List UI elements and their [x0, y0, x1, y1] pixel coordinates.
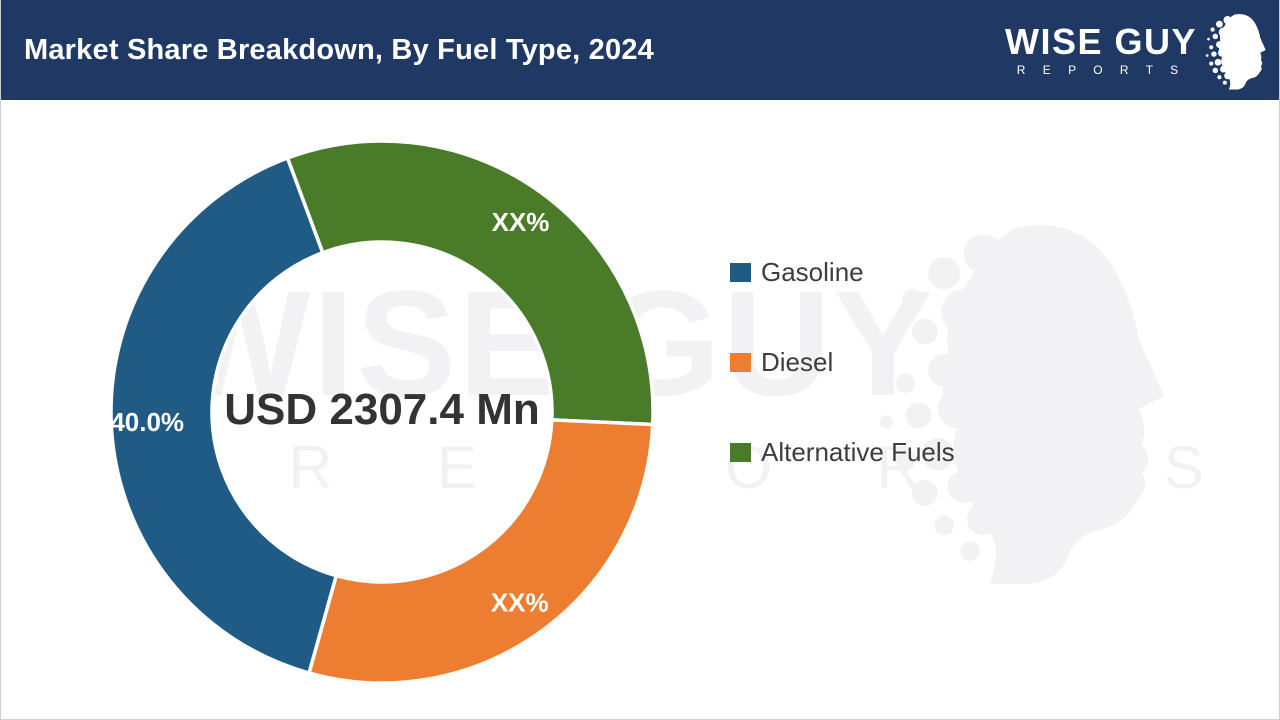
- legend-label: Alternative Fuels: [761, 437, 955, 467]
- segment-label-alternative-fuels: XX%: [492, 207, 550, 237]
- legend-item-alternative-fuels: Alternative Fuels: [730, 438, 955, 466]
- chart-center-value: USD 2307.4 Mn: [224, 385, 540, 434]
- segment-diesel: [307, 418, 655, 685]
- legend-label: Gasoline: [761, 257, 864, 287]
- donut-chart: 40.0% XX% XX%: [109, 139, 655, 685]
- legend-swatch: [730, 442, 751, 462]
- legend-swatch: [730, 352, 751, 372]
- legend-item-diesel: Diesel: [730, 348, 955, 376]
- segment-alternative-fuels: [285, 139, 655, 427]
- logo-subtitle: R E P O R T S: [1016, 62, 1186, 77]
- chart-legend: Gasoline Diesel Alternative Fuels: [730, 258, 955, 528]
- segment-label-diesel: XX%: [491, 587, 549, 617]
- header-bar: Market Share Breakdown, By Fuel Type, 20…: [1, 0, 1279, 100]
- face-profile-icon: [1205, 14, 1266, 90]
- logo-text: WISE GUY R E P O R T S: [1004, 20, 1197, 77]
- segment-label-gasoline: 40.0%: [110, 407, 184, 437]
- segment-gasoline: [109, 156, 339, 675]
- wiseguy-logo: WISE GUY R E P O R T S: [1005, 8, 1267, 92]
- legend-swatch: [730, 262, 751, 282]
- legend-label: Diesel: [761, 347, 834, 377]
- logo-wordmark: WISE GUY: [1004, 20, 1197, 62]
- legend-item-gasoline: Gasoline: [730, 258, 955, 286]
- page-title: Market Share Breakdown, By Fuel Type, 20…: [24, 33, 654, 66]
